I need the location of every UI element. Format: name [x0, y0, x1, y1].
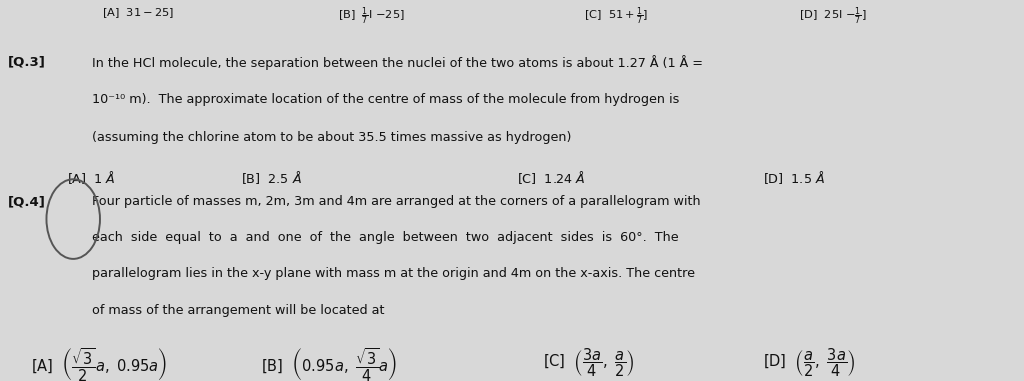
Text: [A]  $\left(\dfrac{\sqrt{3}}{2}a,\ 0.95a\right)$: [A] $\left(\dfrac{\sqrt{3}}{2}a,\ 0.95a\…: [31, 347, 167, 381]
Text: [C]  $\left(\dfrac{3a}{4},\ \dfrac{a}{2}\right)$: [C] $\left(\dfrac{3a}{4},\ \dfrac{a}{2}\…: [543, 347, 635, 379]
Text: of mass of the arrangement will be located at: of mass of the arrangement will be locat…: [92, 304, 385, 317]
Text: [D]  $\left(\dfrac{a}{2},\ \dfrac{3a}{4}\right)$: [D] $\left(\dfrac{a}{2},\ \dfrac{3a}{4}\…: [763, 347, 856, 379]
Text: [A]  $31-25$]: [A] $31-25$]: [102, 6, 175, 19]
Text: each  side  equal  to  a  and  one  of  the  angle  between  two  adjacent  side: each side equal to a and one of the angl…: [92, 231, 679, 244]
Text: In the HCl molecule, the separation between the nuclei of the two atoms is about: In the HCl molecule, the separation betw…: [92, 55, 703, 70]
Text: (assuming the chlorine atom to be about 35.5 times massive as hydrogen): (assuming the chlorine atom to be about …: [92, 131, 571, 144]
Text: [C]  $51+\frac{1}{7}$]: [C] $51+\frac{1}{7}$]: [584, 6, 648, 27]
Text: [C]  1.24 $\AA$: [C] 1.24 $\AA$: [517, 170, 586, 186]
Text: [D]  1.5 $\AA$: [D] 1.5 $\AA$: [763, 170, 825, 186]
Text: Four particle of masses m, 2m, 3m and 4m are arranged at the corners of a parall: Four particle of masses m, 2m, 3m and 4m…: [92, 195, 700, 208]
Text: 10⁻¹⁰ m).  The approximate location of the centre of mass of the molecule from h: 10⁻¹⁰ m). The approximate location of th…: [92, 93, 680, 106]
Text: [A]  1 $\AA$: [A] 1 $\AA$: [67, 170, 116, 186]
Text: [B]  $\frac{1}{7}$I $-25$]: [B] $\frac{1}{7}$I $-25$]: [338, 6, 404, 27]
Text: [B]  2.5 $\AA$: [B] 2.5 $\AA$: [241, 170, 302, 186]
Text: [Q.3]: [Q.3]: [8, 55, 46, 68]
Text: parallelogram lies in the x-y plane with mass m at the origin and 4m on the x-ax: parallelogram lies in the x-y plane with…: [92, 267, 695, 280]
Text: [D]  $25$I $-\frac{1}{7}$]: [D] $25$I $-\frac{1}{7}$]: [799, 6, 866, 27]
Text: [B]  $\left(0.95a,\ \dfrac{\sqrt{3}}{4}a\right)$: [B] $\left(0.95a,\ \dfrac{\sqrt{3}}{4}a\…: [261, 347, 397, 381]
Text: [Q.4]: [Q.4]: [8, 195, 46, 208]
